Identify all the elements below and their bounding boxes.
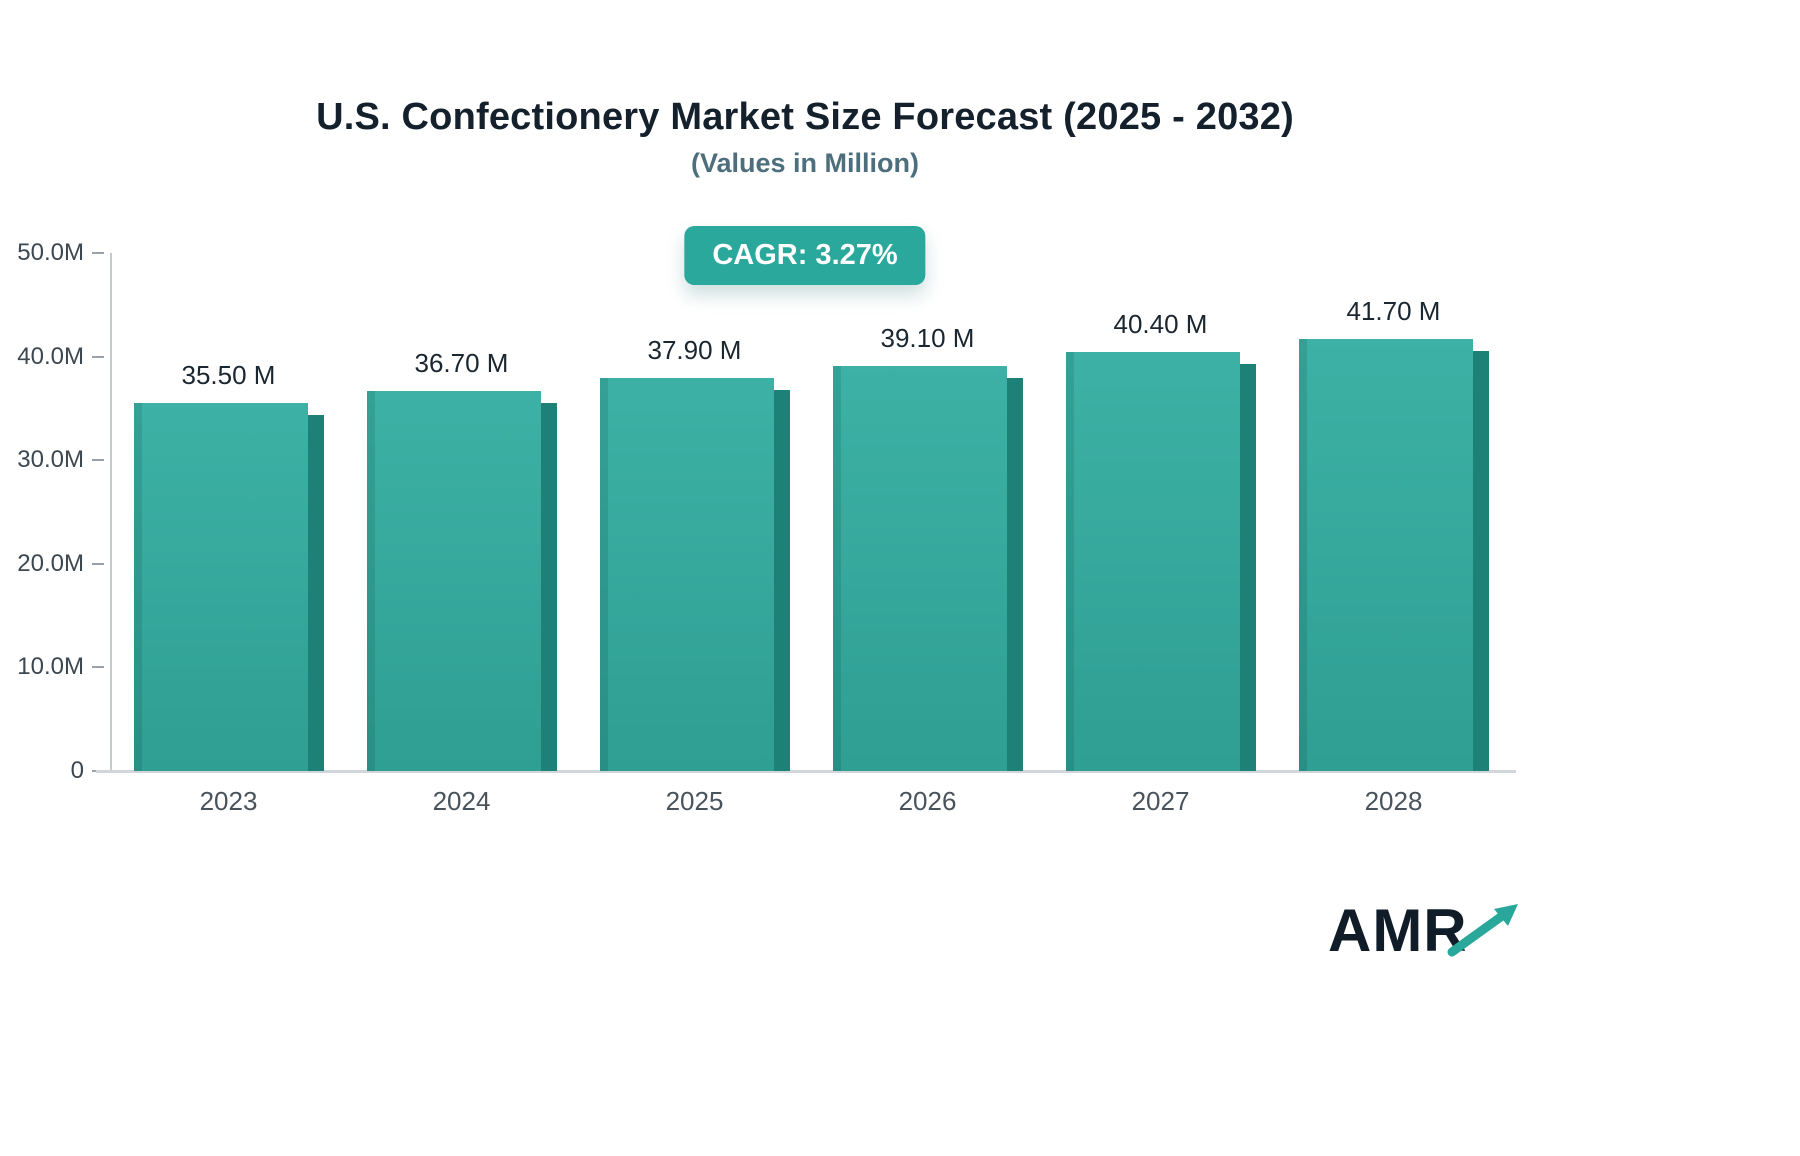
- bar-face-2024: [366, 391, 541, 771]
- amr-logo-arrow-icon: [1447, 904, 1518, 957]
- y-tick-label-30.0M: 30.0M: [17, 446, 84, 473]
- x-axis-label-2027: 2027: [1131, 786, 1190, 816]
- bar-2024: [366, 391, 557, 771]
- bar-slot-2027: 40.40 M: [1044, 253, 1277, 771]
- bar-right-shade-2024: [540, 403, 557, 771]
- y-tick-label-10.0M: 10.0M: [17, 653, 84, 680]
- bar-right-shade-2027: [1239, 364, 1256, 771]
- bar-face-2028: [1298, 339, 1473, 771]
- y-tick-label-50.0M: 50.0M: [17, 239, 84, 266]
- y-tick-label-0: 0: [70, 757, 84, 784]
- bar-slot-2025: 37.90 M: [578, 253, 811, 771]
- x-axis-label-2024: 2024: [432, 786, 491, 816]
- bar-right-shade-2025: [773, 390, 790, 771]
- x-axis-label-2023: 2023: [199, 786, 258, 816]
- bar-left-shade-2023: [133, 403, 142, 771]
- y-axis-line: [110, 253, 112, 772]
- bar-2028: [1298, 339, 1489, 771]
- bar-value-label-2024: 36.70 M: [414, 348, 509, 378]
- bars-row: 35.50 M 36.70 M 37.90 M 39.10 M 40.40 M 41.70…: [112, 253, 1510, 771]
- bar-2025: [599, 378, 790, 771]
- y-tick-label-20.0M: 20.0M: [17, 550, 84, 577]
- bar-slot-2024: 36.70 M: [345, 253, 578, 771]
- x-axis-label-2028: 2028: [1364, 786, 1423, 816]
- bar-left-shade-2028: [1298, 339, 1307, 771]
- bar-left-shade-2026: [832, 366, 841, 771]
- bar-2026: [832, 366, 1023, 771]
- x-axis-label-2026: 2026: [898, 786, 957, 816]
- chart-subtitle: (Values in Million): [690, 148, 920, 178]
- bar-value-label-2026: 39.10 M: [880, 323, 975, 353]
- y-tick-mark-10.0M: [92, 666, 104, 668]
- amr-logo: AMR: [1328, 896, 1538, 966]
- bar-right-shade-2028: [1472, 351, 1489, 771]
- y-tick-mark-50.0M: [92, 252, 104, 254]
- y-tick-mark-40.0M: [92, 356, 104, 358]
- bar-face-2023: [133, 403, 308, 771]
- chart-title: U.S. Confectionery Market Size Forecast …: [316, 96, 1294, 138]
- bar-2023: [133, 403, 324, 771]
- x-axis-line: [96, 770, 1516, 773]
- bar-value-label-2027: 40.40 M: [1113, 309, 1208, 339]
- y-tick-label-40.0M: 40.0M: [17, 343, 84, 370]
- bar-face-2026: [832, 366, 1007, 771]
- bar-right-shade-2026: [1006, 378, 1023, 771]
- bar-left-shade-2024: [366, 391, 375, 771]
- bar-value-label-2023: 35.50 M: [181, 360, 276, 390]
- cagr-badge: CAGR: 3.27%: [684, 226, 926, 285]
- bar-slot-2026: 39.10 M: [811, 253, 1044, 771]
- bar-right-shade-2023: [307, 415, 324, 771]
- bar-2027: [1065, 352, 1256, 771]
- bar-left-shade-2025: [599, 378, 608, 771]
- bar-face-2027: [1065, 352, 1240, 771]
- y-tick-mark-20.0M: [92, 563, 104, 565]
- y-tick-mark-30.0M: [92, 459, 104, 461]
- bar-left-shade-2027: [1065, 352, 1074, 771]
- bar-face-2025: [599, 378, 774, 771]
- bar-slot-2023: 35.50 M: [112, 253, 345, 771]
- x-axis-label-2025: 2025: [665, 786, 724, 816]
- bar-slot-2028: 41.70 M: [1277, 253, 1510, 771]
- amr-logo-text: AMR: [1328, 897, 1468, 964]
- bar-value-label-2028: 41.70 M: [1346, 296, 1441, 326]
- x-axis-labels: 2023 2024 2025 2026 2027 2028: [112, 786, 1510, 817]
- bar-value-label-2025: 37.90 M: [647, 335, 742, 365]
